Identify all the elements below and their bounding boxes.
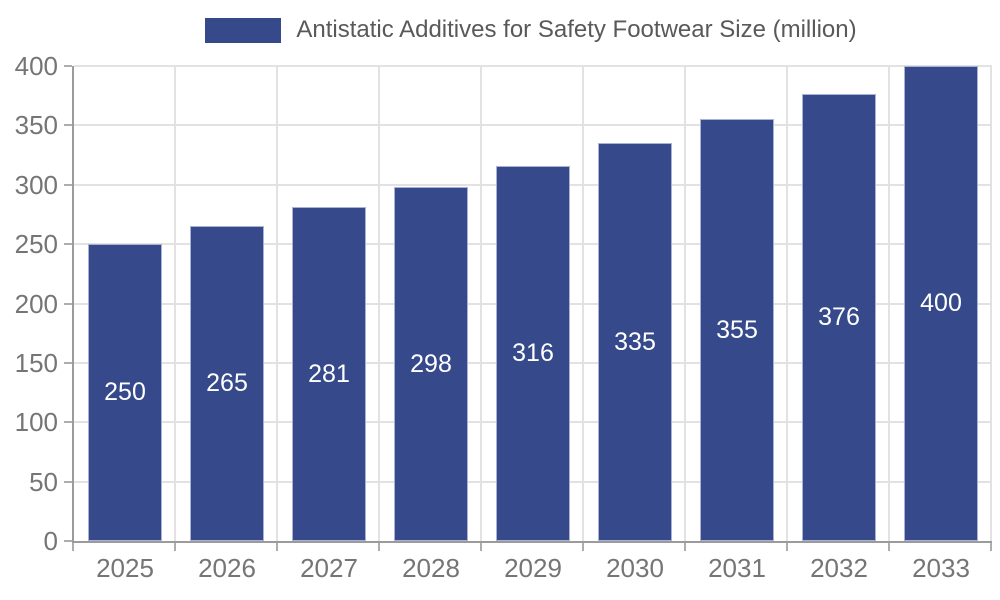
bar: 355: [700, 119, 774, 541]
bar: 298: [394, 187, 468, 541]
y-tick-mark: [64, 65, 72, 67]
x-gridline: [582, 66, 584, 541]
bar-value-label: 316: [512, 339, 554, 367]
bar-value-label: 355: [716, 315, 758, 344]
y-tick-mark: [64, 421, 72, 424]
y-tick-label: 50: [29, 466, 58, 497]
y-tick-label: 300: [14, 169, 58, 200]
x-tick-label: 2025: [96, 553, 154, 583]
bar: 265: [190, 226, 264, 541]
bar: 335: [598, 143, 672, 541]
x-tick-mark: [786, 543, 788, 551]
x-tick-mark: [888, 543, 890, 551]
y-gridline: [74, 65, 992, 67]
bar-value-label: 250: [104, 378, 146, 406]
x-gridline: [684, 66, 686, 541]
y-tick-label: 400: [14, 51, 58, 81]
y-tick-label: 0: [43, 526, 58, 556]
x-gridline: [480, 66, 482, 541]
y-tick-label: 350: [14, 110, 58, 141]
plot-area: 0 50 100 150 200 250 300 350 400 250 2025 265 2026 28…: [15, 53, 992, 582]
x-tick-label: 2030: [606, 553, 664, 583]
y-tick-mark: [64, 361, 72, 364]
legend-series-label: Antistatic Additives for Safety Footwear…: [296, 16, 857, 43]
bar-value-label: 376: [818, 303, 860, 331]
legend-swatch: [205, 17, 282, 43]
y-tick-mark: [64, 302, 72, 305]
x-tick-label: 2033: [912, 553, 970, 583]
x-tick-mark: [72, 543, 74, 551]
bar: 281: [292, 207, 366, 541]
y-tick-mark: [64, 124, 72, 127]
x-gridline: [174, 66, 176, 541]
bar: 316: [496, 166, 570, 541]
y-tick-label: 200: [14, 288, 58, 319]
bar-value-label: 335: [614, 327, 656, 356]
x-gridline: [276, 66, 278, 541]
x-tick-mark: [378, 543, 380, 551]
y-tick-mark: [64, 183, 72, 186]
x-gridline: [990, 66, 992, 541]
x-gridline: [786, 66, 788, 541]
y-tick-mark: [64, 243, 72, 246]
x-gridline: [888, 66, 890, 541]
bar: 250: [88, 244, 162, 541]
x-tick-label: 2029: [504, 553, 562, 583]
bar-value-label: 400: [920, 289, 962, 317]
y-tick-label: 150: [14, 347, 58, 378]
x-tick-mark: [990, 543, 992, 551]
bar: 400: [904, 66, 978, 541]
y-gridline: [74, 124, 992, 127]
x-tick-mark: [480, 543, 482, 551]
x-tick-label: 2027: [300, 553, 358, 583]
y-tick-label: 250: [14, 229, 58, 260]
x-tick-mark: [582, 543, 584, 551]
x-tick-label: 2028: [402, 553, 460, 583]
legend: Antistatic Additives for Safety Footwear…: [72, 16, 990, 44]
x-gridline: [378, 66, 380, 541]
x-tick-mark: [174, 543, 176, 551]
x-tick-label: 2032: [810, 553, 868, 583]
bar: 376: [802, 94, 876, 541]
x-tick-label: 2026: [198, 553, 256, 583]
y-tick-label: 100: [14, 407, 58, 438]
bar-value-label: 298: [410, 349, 452, 378]
x-tick-mark: [684, 543, 686, 551]
bar-value-label: 281: [308, 359, 350, 388]
y-tick-mark: [64, 540, 72, 542]
y-tick-mark: [64, 480, 72, 483]
x-tick-mark: [276, 543, 278, 551]
bar-value-label: 265: [206, 369, 248, 397]
x-tick-label: 2031: [708, 553, 766, 583]
